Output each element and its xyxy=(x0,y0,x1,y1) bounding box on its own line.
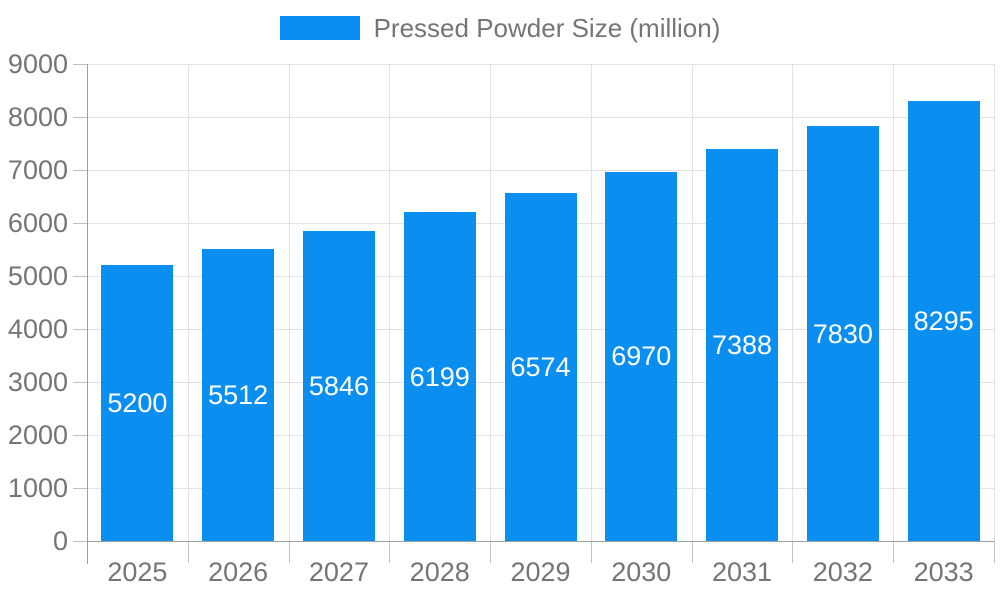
x-axis-label: 2025 xyxy=(107,557,168,587)
y-axis-tick xyxy=(73,223,87,224)
x-gridline xyxy=(994,64,995,541)
bar-2026[interactable] xyxy=(202,248,275,541)
x-axis-tick xyxy=(994,541,995,563)
bar-value-label: 6574 xyxy=(510,351,571,382)
y-axis-tick xyxy=(73,276,87,277)
x-axis-tick xyxy=(490,541,492,563)
legend-swatch xyxy=(279,16,360,40)
x-gridline xyxy=(691,64,693,541)
y-axis-tick xyxy=(73,435,87,436)
legend-label: Pressed Powder Size (million) xyxy=(373,12,721,43)
y-axis-label: 8000 xyxy=(7,102,68,132)
y-axis-label: 5000 xyxy=(7,261,68,291)
x-gridline xyxy=(389,64,391,541)
y-gridline xyxy=(87,64,994,65)
x-axis-line xyxy=(87,541,994,542)
y-axis-label: 6000 xyxy=(7,208,68,238)
x-axis-tick xyxy=(792,541,794,563)
y-axis-tick xyxy=(73,117,87,118)
bar-value-label: 7388 xyxy=(712,330,773,361)
bar-2032[interactable] xyxy=(806,126,879,541)
bar-2033[interactable] xyxy=(907,101,980,541)
x-axis-label: 2028 xyxy=(409,557,470,587)
y-axis-tick xyxy=(73,329,87,330)
bar-value-label: 7830 xyxy=(812,318,873,349)
y-axis-label: 4000 xyxy=(7,314,68,344)
bar-value-label: 6970 xyxy=(611,341,672,372)
y-axis-label: 7000 xyxy=(7,155,68,185)
y-gridline xyxy=(87,117,994,118)
y-axis-label: 1000 xyxy=(7,473,68,503)
x-gridline xyxy=(590,64,592,541)
bar-2025[interactable] xyxy=(101,265,174,541)
x-axis-tick xyxy=(590,541,592,563)
y-axis-label: 0 xyxy=(52,526,68,556)
x-gridline xyxy=(792,64,794,541)
x-gridline xyxy=(187,64,189,541)
x-axis-tick xyxy=(187,541,189,563)
x-axis-tick xyxy=(691,541,693,563)
x-gridline xyxy=(893,64,895,541)
x-axis-label: 2032 xyxy=(812,557,873,587)
y-axis-tick xyxy=(73,170,87,171)
bar-value-label: 5846 xyxy=(308,371,369,402)
y-axis-label: 3000 xyxy=(7,367,68,397)
x-axis-tick xyxy=(893,541,895,563)
x-axis-label: 2033 xyxy=(913,557,974,587)
bar-value-label: 6199 xyxy=(409,361,470,392)
x-gridline xyxy=(288,64,290,541)
y-axis-label: 9000 xyxy=(7,49,68,79)
chart-legend[interactable]: Pressed Powder Size (million) xyxy=(0,0,1000,56)
y-gridline xyxy=(87,170,994,171)
x-axis-tick xyxy=(288,541,290,563)
y-axis-tick xyxy=(73,382,87,383)
x-axis-label: 2027 xyxy=(308,557,369,587)
x-gridline xyxy=(490,64,492,541)
x-axis-label: 2029 xyxy=(510,557,571,587)
x-axis-tick xyxy=(389,541,391,563)
x-axis-label: 2030 xyxy=(611,557,672,587)
bar-2031[interactable] xyxy=(706,149,779,541)
x-axis-label: 2026 xyxy=(208,557,269,587)
y-axis-line xyxy=(87,64,88,564)
bar-value-label: 5200 xyxy=(107,388,168,419)
x-axis-label: 2031 xyxy=(712,557,773,587)
bar-2030[interactable] xyxy=(605,171,678,541)
bar-value-label: 5512 xyxy=(208,379,269,410)
bar-2028[interactable] xyxy=(403,212,476,541)
bar-value-label: 8295 xyxy=(913,306,974,337)
bar-2029[interactable] xyxy=(504,192,577,541)
y-axis-tick xyxy=(73,64,87,65)
bar-2027[interactable] xyxy=(302,231,375,541)
y-axis-tick xyxy=(73,488,87,489)
y-axis-label: 2000 xyxy=(7,420,68,450)
y-axis-tick xyxy=(73,541,87,542)
